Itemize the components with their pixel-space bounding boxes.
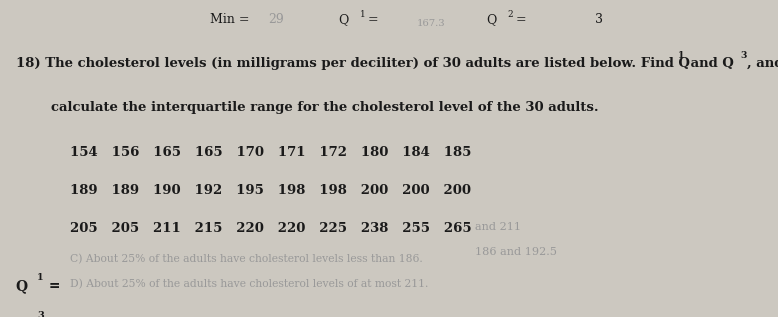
- Text: 189   189   190   192   195   198   198   200   200   200: 189 189 190 192 195 198 198 200 200 200: [70, 184, 471, 197]
- Text: Q: Q: [338, 13, 349, 26]
- Text: 3: 3: [37, 311, 44, 317]
- Text: 3: 3: [595, 13, 603, 26]
- Text: 154   156   165   165   170   171   172   180   184   185: 154 156 165 165 170 171 172 180 184 185: [70, 146, 471, 159]
- Text: calculate the interquartile range for the cholesterol level of the 30 adults.: calculate the interquartile range for th…: [51, 101, 598, 114]
- Text: 1: 1: [359, 10, 365, 18]
- Text: D) About 25% of the adults have cholesterol levels of at most 211.: D) About 25% of the adults have choleste…: [70, 279, 429, 289]
- Text: 3: 3: [740, 51, 746, 60]
- Text: 205   205   211   215   220   220   225   238   255   265: 205 205 211 215 220 220 225 238 255 265: [70, 222, 471, 235]
- Text: and Q: and Q: [686, 57, 734, 70]
- Text: 29: 29: [268, 13, 284, 26]
- Text: and 211: and 211: [475, 222, 520, 232]
- Text: Q: Q: [486, 13, 496, 26]
- Text: Min =: Min =: [210, 13, 250, 26]
- Text: =: =: [368, 13, 379, 26]
- Text: =: =: [516, 13, 527, 26]
- Text: 18) The cholesterol levels (in milligrams per deciliter) of 30 adults are listed: 18) The cholesterol levels (in milligram…: [16, 57, 689, 70]
- Text: 2: 2: [507, 10, 513, 18]
- Text: 1: 1: [37, 273, 44, 281]
- Text: 186 and 192.5: 186 and 192.5: [475, 247, 556, 257]
- Text: =: =: [44, 279, 61, 293]
- Text: C) About 25% of the adults have cholesterol levels less than 186.: C) About 25% of the adults have choleste…: [70, 254, 422, 264]
- Text: 167.3: 167.3: [416, 19, 445, 28]
- Text: Q: Q: [16, 279, 28, 293]
- Text: 1: 1: [678, 51, 684, 60]
- Text: , and then: , and then: [747, 57, 778, 70]
